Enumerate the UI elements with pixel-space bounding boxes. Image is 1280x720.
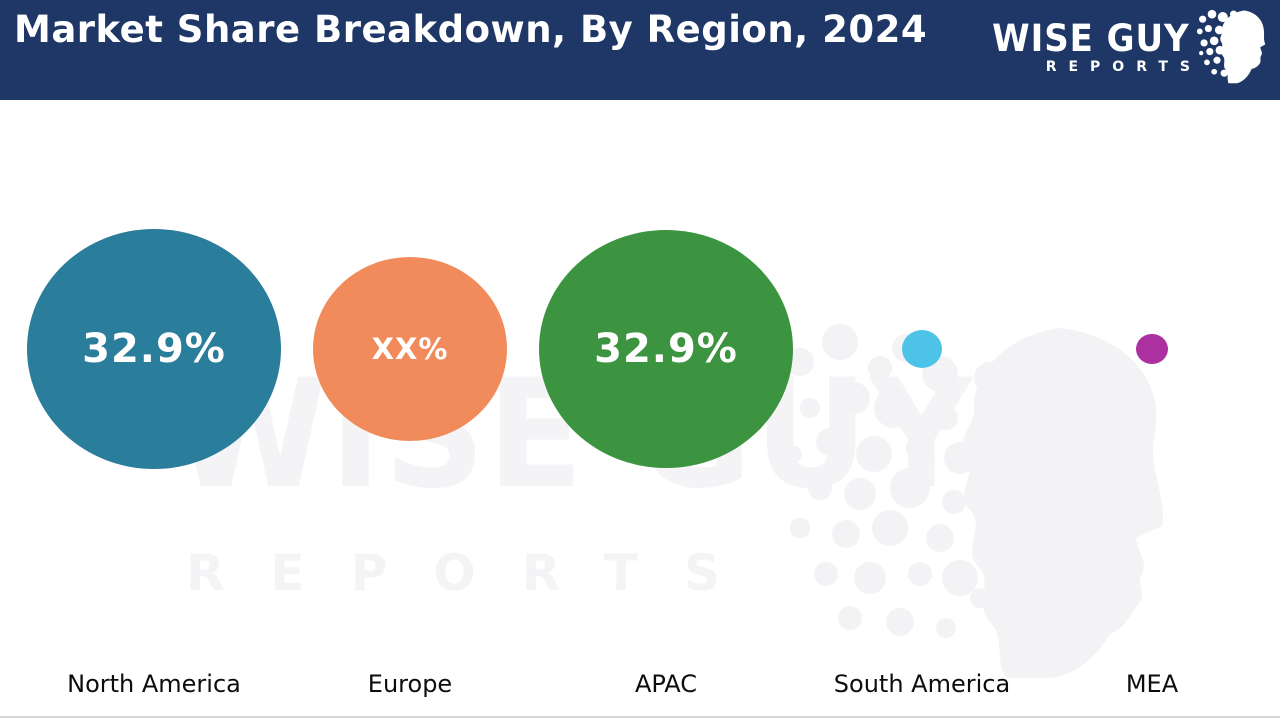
- wiseguy-logo-text: WISE GUY REPORTS: [975, 20, 1190, 76]
- wiseguy-head-watermark: [786, 324, 1163, 678]
- wiseguy-logo-line1: WISE GUY: [992, 17, 1190, 60]
- chart-area: WISE GUY REPORTS 32.9% North America XX% Eu…: [0, 100, 1280, 718]
- wiseguy-head-icon: [1196, 9, 1266, 84]
- wiseguy-logo: WISE GUY REPORTS: [975, 6, 1266, 90]
- header-bar: Market Share Breakdown, By Region, 2024 …: [0, 0, 1280, 100]
- category-label-mea: MEA: [1125, 670, 1179, 698]
- category-label-north-america: North America: [67, 670, 241, 698]
- bubble-apac: 32.9%: [539, 230, 793, 468]
- category-label-europe: Europe: [367, 670, 453, 698]
- bubble-south-america: [902, 330, 942, 368]
- bubble-mea: [1136, 334, 1168, 364]
- category-label-south-america: South America: [833, 670, 1011, 698]
- watermark-reports-text: REPORTS: [186, 544, 767, 602]
- bubble-europe: XX%: [313, 257, 507, 441]
- page-title: Market Share Breakdown, By Region, 2024: [14, 8, 928, 51]
- bubble-north-america: 32.9%: [27, 229, 281, 469]
- wiseguy-logo-line2: REPORTS: [1045, 59, 1202, 75]
- bottom-divider: [0, 716, 1280, 718]
- category-label-apac: APAC: [634, 670, 698, 698]
